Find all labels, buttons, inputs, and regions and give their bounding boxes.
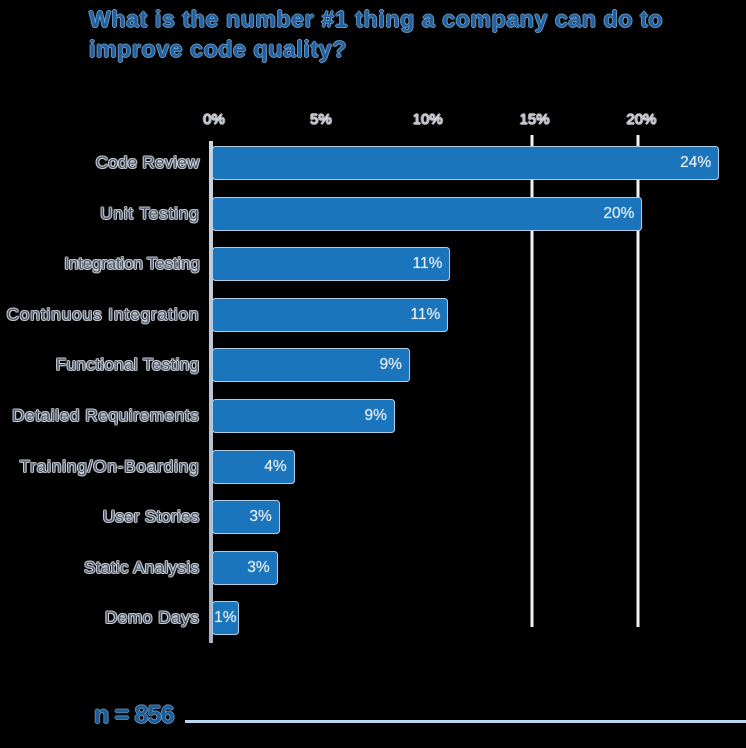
x-tick-5: 5% [310,111,332,128]
gridline-20pct [636,135,640,627]
bar-row: Unit Testing 20% [0,196,746,231]
category-label: Code Review [95,153,200,172]
bar: 11% [211,247,451,282]
bar: 9% [211,399,395,433]
x-tick-20: 20% [626,111,657,128]
bar-row: Demo Days 1% [0,601,746,636]
x-tick-0: 0% [203,111,225,128]
bar-row: Training/On-Boarding 4% [0,449,746,484]
value-label: 11% [410,305,441,323]
gridline-15pct [530,135,534,627]
bar-row: Code Review 24% [0,146,746,180]
value-label: 9% [379,356,402,374]
category-label: Static Analysis [84,557,200,577]
bar: 11% [211,297,449,332]
bar-row: Detailed Requirements 9% [0,399,746,433]
bar: 4% [211,449,295,484]
value-label: 9% [364,407,387,424]
bar: 20% [211,196,643,231]
category-label: Demo Days [104,608,200,628]
bar: 3% [211,500,280,535]
bar-row: User Stories 3% [0,500,746,535]
category-label: Integration Testing [64,254,200,274]
bar: 1% [211,601,240,636]
bar-row: Functional Testing 9% [0,348,746,383]
value-label: 11% [412,255,443,273]
value-label: 3% [247,558,270,576]
y-axis-line [209,141,213,643]
divider-line [185,719,746,723]
category-label: Functional Testing [55,355,200,375]
x-tick-15: 15% [519,111,550,128]
x-tick-10: 10% [412,111,443,128]
category-label: Unit Testing [100,203,200,223]
bar-row: Static Analysis 3% [0,550,746,585]
category-label: Training/On-Boarding [19,456,200,476]
bar: 24% [211,146,720,180]
value-label: 24% [680,154,712,171]
bar-row: Continuous Integration 11% [0,297,746,332]
value-label: 1% [214,609,237,627]
value-label: 20% [603,204,635,222]
category-label: Continuous Integration [6,304,200,324]
category-label: User Stories [102,507,200,527]
category-label: Detailed Requirements [12,406,200,425]
chart-title: What is the number #1 thing a company ca… [89,6,664,62]
value-label: 4% [264,457,287,475]
sample-size-label: n = 856 [94,701,175,729]
bar: 9% [211,348,410,383]
bar-row: Integration Testing 11% [0,247,746,282]
bar: 3% [211,550,278,585]
value-label: 3% [249,508,272,526]
